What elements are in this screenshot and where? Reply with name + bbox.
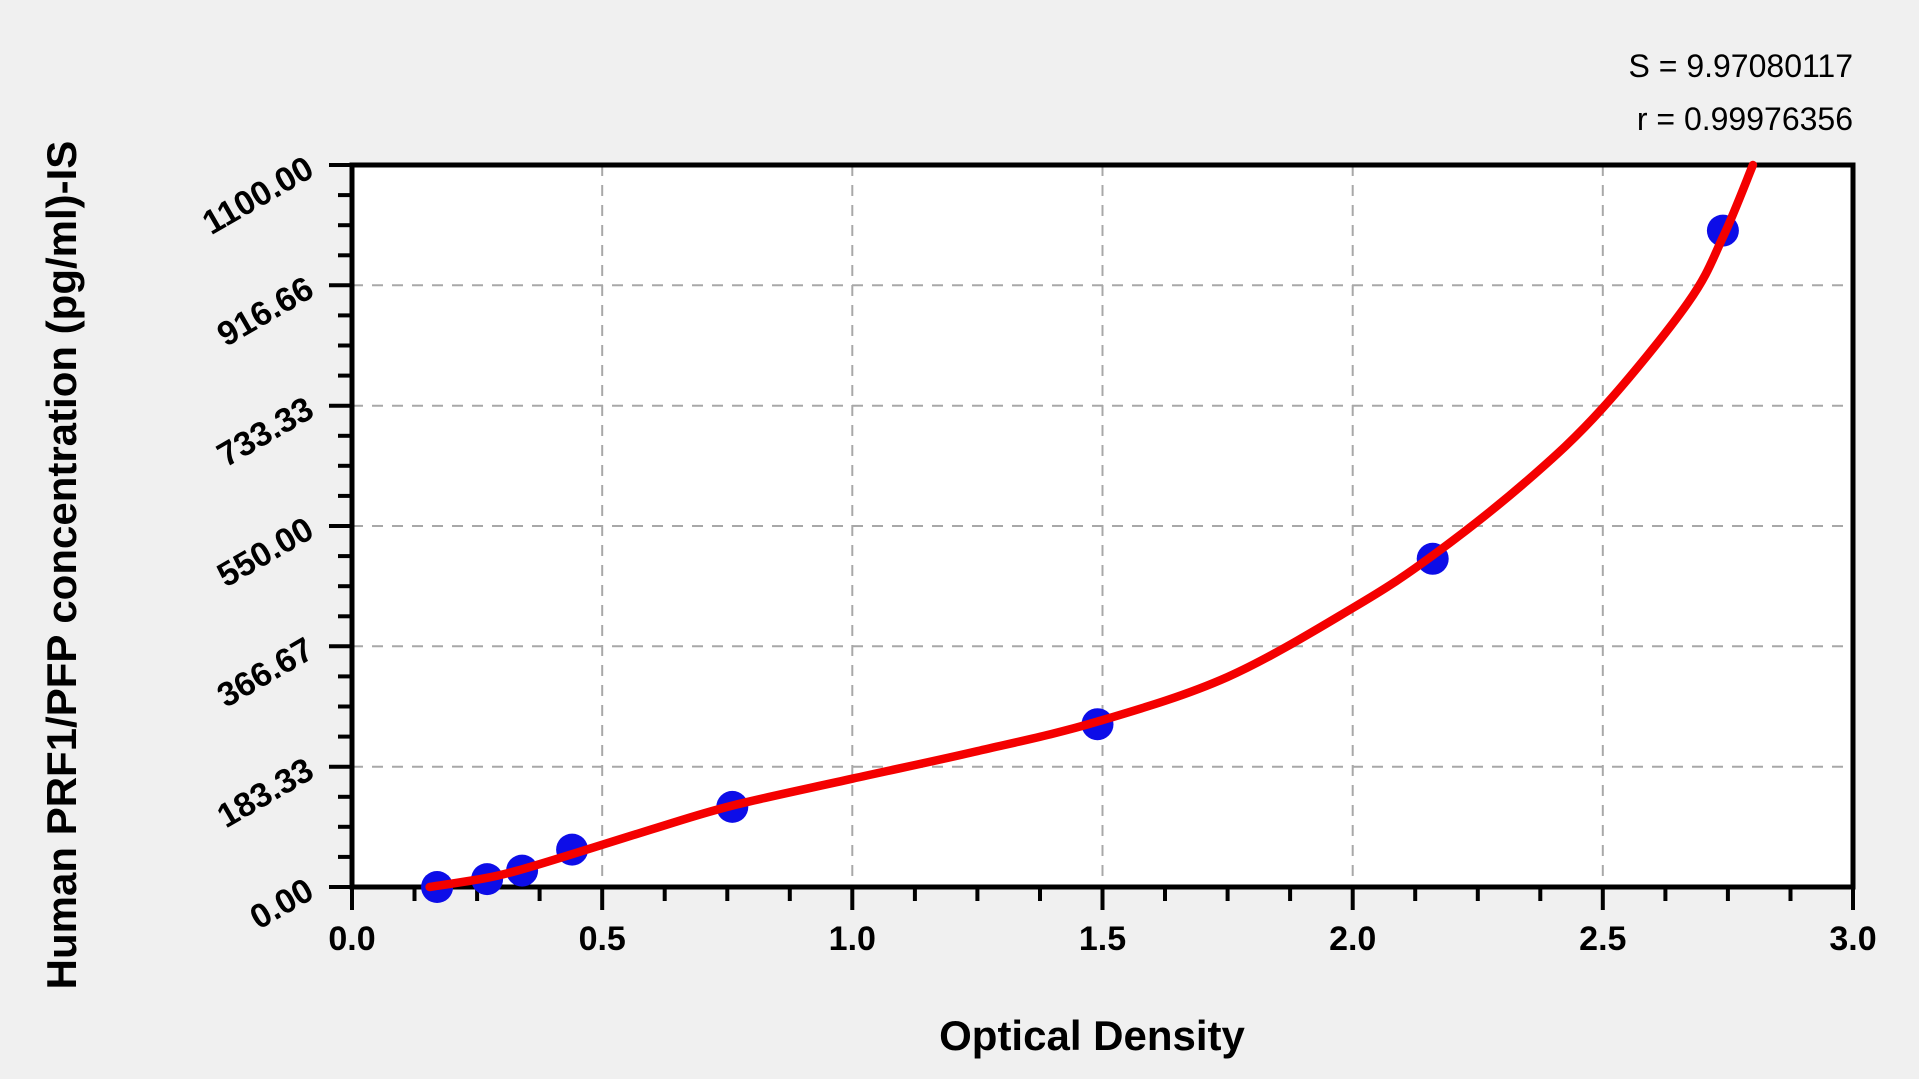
x-axis-title: Optical Density: [939, 1012, 1245, 1059]
y-tick-label: 1100.00: [196, 149, 320, 242]
x-tick-label: 1.5: [1079, 920, 1126, 958]
x-tick-label: 3.0: [1829, 920, 1876, 958]
fit-curve: [425, 160, 1758, 892]
y-tick-label: 550.00: [211, 510, 320, 595]
fit-r-value: r = 0.99976356: [1636, 100, 1853, 137]
x-tick-label: 1.0: [829, 920, 876, 958]
y-tick-label: 0.00: [244, 871, 320, 937]
x-tick-label: 0.0: [328, 920, 375, 958]
fit-statistics: S = 9.97080117 r = 0.99976356: [1629, 40, 1854, 146]
y-tick-label: 916.66: [211, 269, 320, 354]
y-tick-label: 733.33: [211, 390, 320, 475]
y-tick-label: 183.33: [211, 751, 320, 836]
x-tick-label: 2.0: [1329, 920, 1376, 958]
fit-s-value: S = 9.97080117: [1628, 48, 1854, 84]
y-tick-label: 366.67: [211, 630, 320, 715]
x-tick-label: 0.5: [579, 920, 626, 958]
x-tick-label: 2.5: [1579, 920, 1626, 958]
